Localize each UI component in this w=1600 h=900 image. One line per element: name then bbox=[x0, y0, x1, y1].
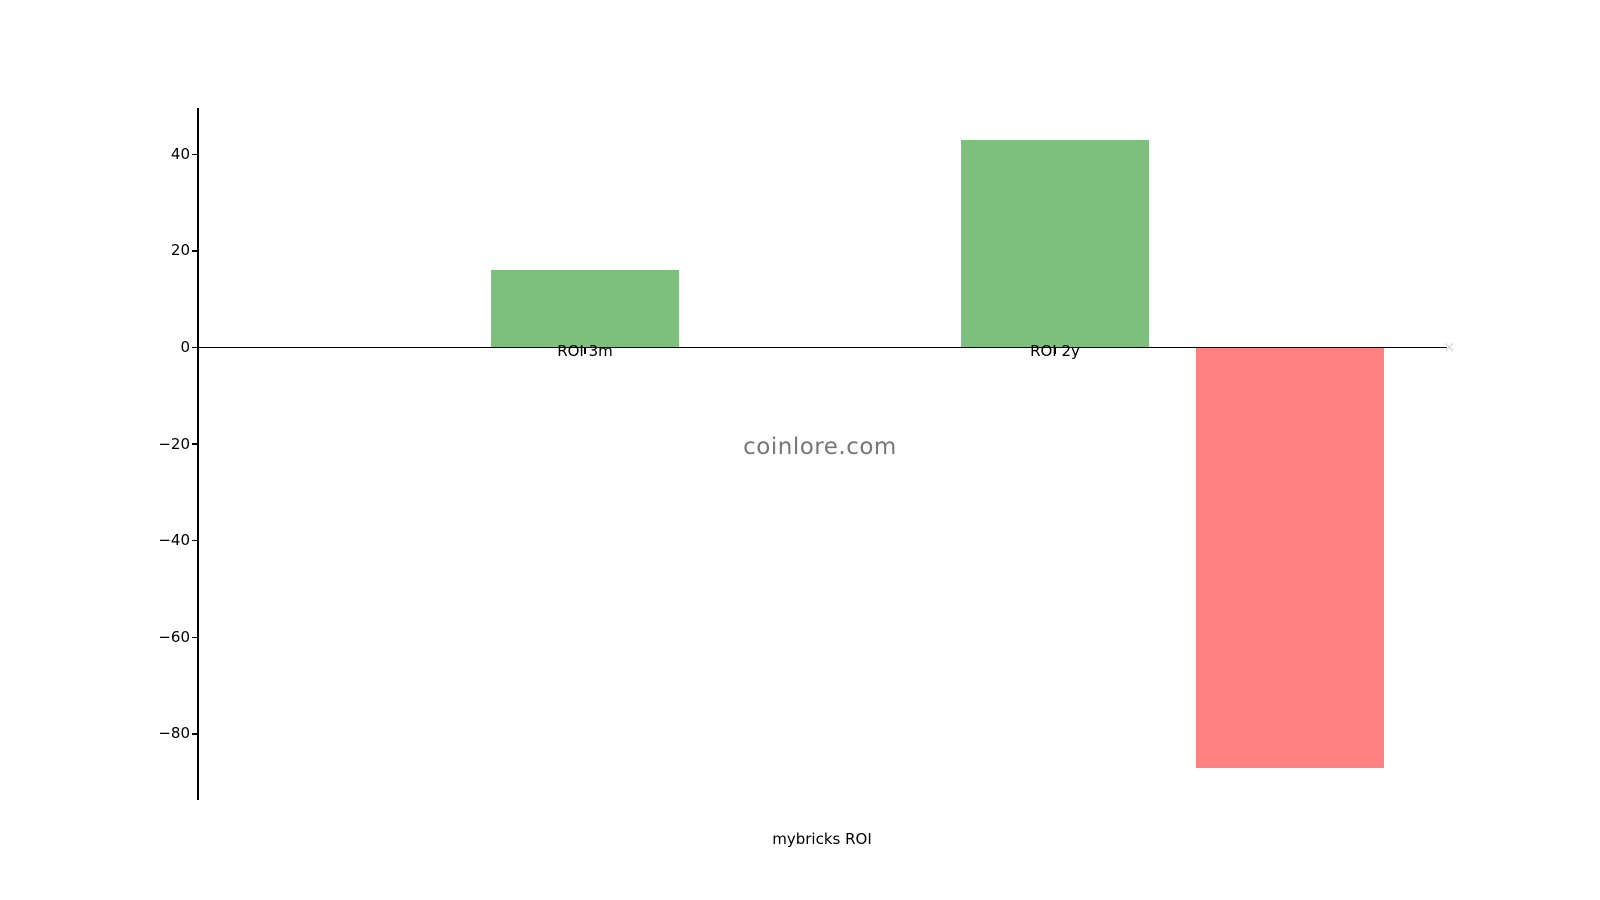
y-tick bbox=[192, 733, 198, 735]
y-tick bbox=[192, 443, 198, 445]
y-tick bbox=[192, 250, 198, 252]
y-tick-label: 40 bbox=[170, 144, 190, 163]
y-tick-label: 0 bbox=[180, 338, 190, 356]
y-tick bbox=[192, 346, 198, 349]
bar-unlabeled bbox=[1196, 347, 1384, 768]
y-tick-label: 20 bbox=[170, 241, 190, 260]
x-axis-zero-line bbox=[198, 346, 1447, 349]
y-tick-label: −40 bbox=[158, 531, 190, 550]
bar-roi-2y bbox=[961, 139, 1149, 348]
y-axis-spine bbox=[197, 108, 199, 800]
y-tick-label: −80 bbox=[158, 724, 190, 743]
y-tick-label: −20 bbox=[158, 434, 190, 453]
y-tick-label: −60 bbox=[158, 627, 190, 646]
watermark: coinlore.com bbox=[743, 434, 897, 460]
y-tick bbox=[192, 540, 198, 542]
x-tick bbox=[1054, 348, 1056, 355]
bar-roi-3m bbox=[491, 270, 679, 348]
y-tick bbox=[192, 636, 198, 638]
x-tick bbox=[584, 348, 586, 355]
y-tick bbox=[192, 153, 198, 155]
axis-end-marker: × bbox=[1443, 338, 1456, 356]
chart-title: mybricks ROI bbox=[772, 830, 872, 848]
